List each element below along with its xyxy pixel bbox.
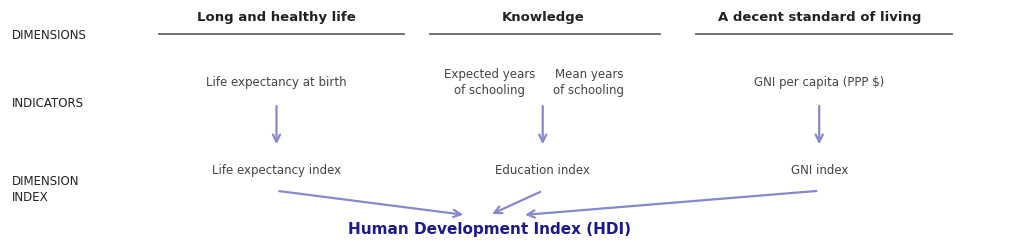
Text: DIMENSION
INDEX: DIMENSION INDEX: [12, 175, 80, 204]
Text: Human Development Index (HDI): Human Development Index (HDI): [348, 222, 631, 237]
Text: Life expectancy at birth: Life expectancy at birth: [206, 76, 347, 89]
Text: Long and healthy life: Long and healthy life: [197, 10, 356, 24]
Text: INDICATORS: INDICATORS: [12, 97, 84, 110]
Text: DIMENSIONS: DIMENSIONS: [12, 29, 87, 42]
Text: Education index: Education index: [496, 164, 590, 177]
Text: Knowledge: Knowledge: [502, 10, 584, 24]
Text: Life expectancy index: Life expectancy index: [212, 164, 341, 177]
Text: A decent standard of living: A decent standard of living: [718, 10, 921, 24]
Text: Expected years
of schooling: Expected years of schooling: [443, 68, 536, 97]
Text: GNI per capita (PPP $): GNI per capita (PPP $): [754, 76, 885, 89]
Text: GNI index: GNI index: [791, 164, 848, 177]
Text: Mean years
of schooling: Mean years of schooling: [553, 68, 625, 97]
